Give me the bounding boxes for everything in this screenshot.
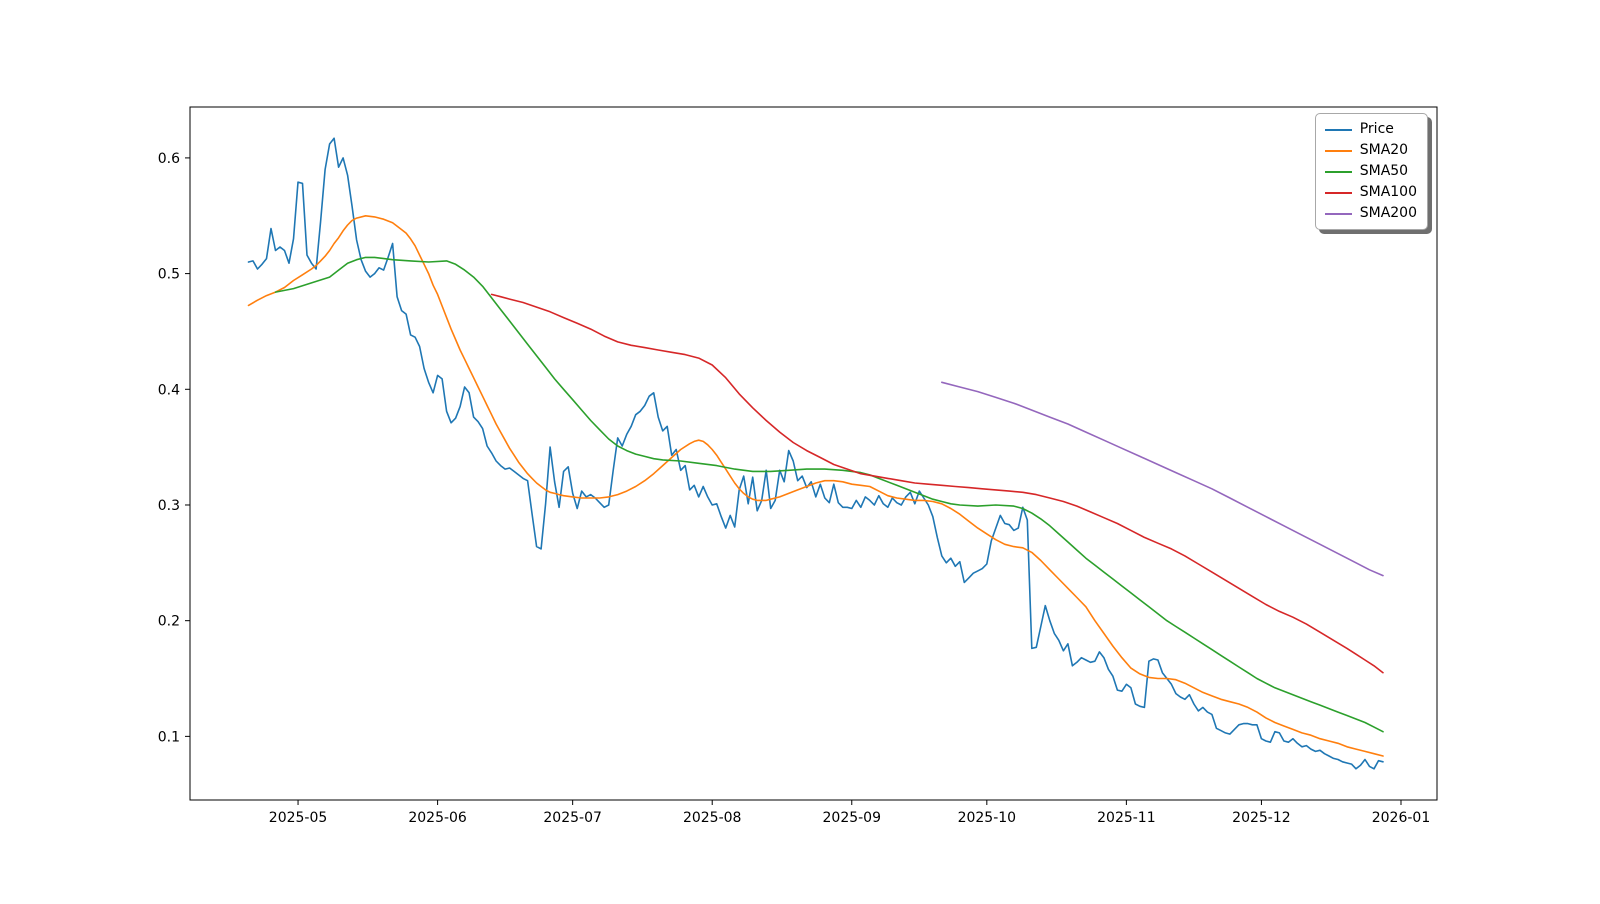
legend-item-sma20: SMA20 [1324, 142, 1417, 159]
legend-line-swatch-sma100 [1324, 191, 1352, 194]
y-tick-label: 0.2 [158, 614, 180, 630]
series-line-sma20 [247, 215, 1384, 757]
legend-item-sma100: SMA100 [1324, 184, 1417, 201]
legend-item-price: Price [1324, 121, 1417, 138]
x-tick-label: 2025-08 [683, 810, 742, 826]
x-tick-label: 2025-05 [269, 810, 328, 826]
y-tick-label: 0.3 [158, 498, 180, 514]
legend-line-swatch-price [1324, 128, 1352, 131]
y-tick-label: 0.1 [158, 729, 180, 745]
legend-line-swatch-sma200 [1324, 212, 1352, 215]
legend-line-swatch-sma20 [1324, 149, 1352, 152]
x-tick-label: 2025-06 [408, 810, 467, 826]
legend-item-sma50: SMA50 [1324, 163, 1417, 180]
x-tick-label: 2025-09 [823, 810, 882, 826]
x-tick-label: 2025-07 [543, 810, 602, 826]
series-line-sma100 [490, 293, 1384, 674]
legend: Price SMA20 SMA50 SMA100 SMA200 [1314, 113, 1428, 230]
x-tick-label: 2025-11 [1097, 810, 1156, 826]
legend-label: SMA50 [1359, 163, 1409, 179]
legend-item-sma200: SMA200 [1324, 205, 1417, 222]
series-line-sma50 [274, 256, 1384, 733]
legend-label: Price [1359, 121, 1394, 137]
x-tick-label: 2025-12 [1232, 810, 1291, 826]
y-tick-label: 0.5 [158, 267, 180, 283]
legend-line-swatch-sma50 [1324, 170, 1352, 173]
x-tick-label: 2025-10 [958, 810, 1017, 826]
y-tick-label: 0.6 [158, 151, 180, 167]
series-line-sma200 [940, 381, 1384, 577]
x-tick-label: 2026-01 [1372, 810, 1431, 826]
legend-label: SMA100 [1359, 184, 1417, 200]
series-line-price [247, 137, 1384, 770]
legend-label: SMA200 [1359, 205, 1417, 221]
legend-label: SMA20 [1359, 142, 1409, 158]
y-tick-label: 0.4 [158, 382, 180, 398]
